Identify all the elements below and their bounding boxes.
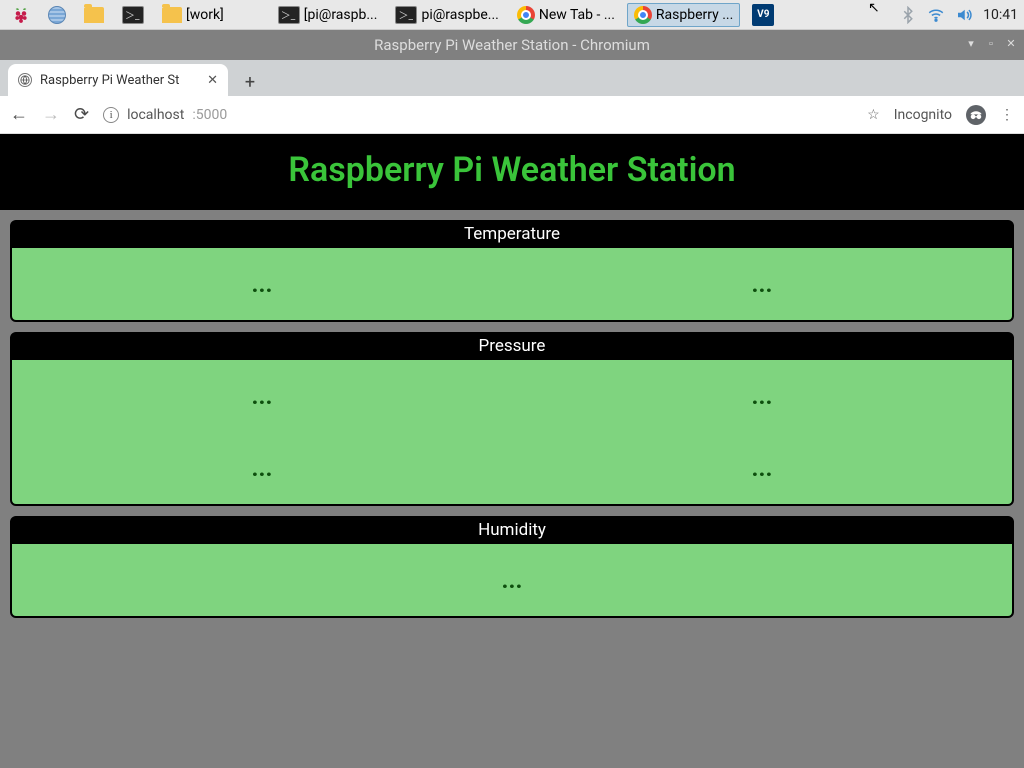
chromium-newtab-button[interactable]: New Tab - ...: [511, 3, 621, 27]
card-body: ......: [12, 248, 1012, 320]
cards-container: Temperature......Pressure............Hum…: [0, 210, 1024, 628]
taskbar-item-label: [work]: [186, 7, 224, 23]
folder-icon: [84, 7, 104, 23]
taskbar-item-label: New Tab - ...: [539, 7, 615, 23]
page-title: Raspberry Pi Weather Station: [0, 150, 1024, 190]
reload-button[interactable]: ⟳: [74, 104, 89, 125]
web-browser-button[interactable]: [42, 3, 72, 27]
incognito-label: Incognito: [894, 107, 952, 123]
vnc-button[interactable]: V9: [746, 3, 780, 27]
vnc-icon: V9: [752, 4, 774, 26]
card-body: ............: [12, 360, 1012, 504]
browser-tab[interactable]: Raspberry Pi Weather St ✕: [8, 64, 228, 96]
clock[interactable]: 10:41: [983, 7, 1018, 23]
taskbar-item-label: Raspberry ...: [656, 7, 733, 23]
card-title: Pressure: [12, 334, 1012, 360]
data-cell: ...: [512, 432, 1012, 504]
folder-icon: [162, 7, 182, 23]
window-maximize-button[interactable]: ▫: [984, 36, 998, 50]
card-title: Temperature: [12, 222, 1012, 248]
card-body: ...: [12, 544, 1012, 616]
term-session-1-button[interactable]: ＞_ [pi@raspb...: [272, 3, 384, 27]
card-temperature: Temperature......: [10, 220, 1014, 322]
terminal-icon: ＞_: [122, 6, 144, 24]
terminal-icon: ＞_: [395, 6, 417, 24]
page-header: Raspberry Pi Weather Station: [0, 134, 1024, 210]
chromium-icon: [634, 6, 652, 24]
cursor-icon: ↖: [868, 0, 880, 16]
forward-button[interactable]: →: [42, 104, 60, 125]
term-session-2-button[interactable]: ＞_ pi@raspbe...: [389, 3, 504, 27]
window-title: Raspberry Pi Weather Station - Chromium: [374, 36, 650, 54]
chromium-icon: [517, 6, 535, 24]
site-info-icon[interactable]: i: [103, 107, 119, 123]
card-title: Humidity: [12, 518, 1012, 544]
back-button[interactable]: ←: [10, 104, 28, 125]
tab-close-button[interactable]: ✕: [207, 73, 218, 88]
toolbar-right: ☆ Incognito ⋮: [867, 105, 1014, 125]
card-row: ......: [12, 248, 1012, 320]
taskbar: ↖ ＞_ [work] ＞_ [pi@raspb... ＞_ pi@raspbe…: [0, 0, 1024, 30]
terminal-icon: ＞_: [278, 6, 300, 24]
card-humidity: Humidity...: [10, 516, 1014, 618]
data-cell: ...: [12, 360, 512, 432]
card-row: ......: [12, 432, 1012, 504]
url-port: :5000: [192, 107, 227, 123]
raspberry-icon: [12, 6, 30, 24]
data-cell: ...: [512, 360, 1012, 432]
tab-title: Raspberry Pi Weather St: [40, 73, 179, 88]
wifi-icon[interactable]: [927, 6, 945, 24]
taskbar-item-label: [pi@raspb...: [304, 7, 378, 23]
chromium-raspberry-button[interactable]: Raspberry ...: [627, 3, 740, 27]
page-viewport: Raspberry Pi Weather Station Temperature…: [0, 134, 1024, 768]
data-cell: ...: [12, 248, 512, 320]
data-cell: ...: [12, 544, 1012, 616]
data-cell: ...: [512, 248, 1012, 320]
file-manager-button[interactable]: [78, 3, 110, 27]
card-row: ......: [12, 360, 1012, 432]
window-titlebar: Raspberry Pi Weather Station - Chromium …: [0, 30, 1024, 60]
taskbar-item-label: pi@raspbe...: [421, 7, 498, 23]
system-tray: 10:41: [899, 6, 1018, 24]
window-close-button[interactable]: ✕: [1004, 36, 1018, 50]
terminal-launcher-button[interactable]: ＞_: [116, 3, 150, 27]
address-bar[interactable]: i localhost :5000: [103, 107, 227, 123]
card-row: ...: [12, 544, 1012, 616]
browser-tabstrip: Raspberry Pi Weather St ✕ +: [0, 60, 1024, 96]
card-pressure: Pressure............: [10, 332, 1014, 506]
globe-favicon-icon: [18, 73, 32, 87]
url-host: localhost: [127, 107, 184, 123]
window-minimize-button[interactable]: ▾: [964, 36, 978, 50]
bookmark-star-icon[interactable]: ☆: [867, 107, 880, 123]
browser-toolbar: ← → ⟳ i localhost :5000 ☆ Incognito ⋮: [0, 96, 1024, 134]
volume-icon[interactable]: [955, 6, 973, 24]
browser-menu-button[interactable]: ⋮: [1000, 107, 1014, 123]
window-controls: ▾ ▫ ✕: [964, 36, 1018, 50]
incognito-icon: [966, 105, 986, 125]
rpi-menu-button[interactable]: [6, 3, 36, 27]
bluetooth-icon[interactable]: [899, 6, 917, 24]
new-tab-button[interactable]: +: [236, 68, 264, 96]
globe-icon: [48, 6, 66, 24]
data-cell: ...: [12, 432, 512, 504]
folder-work-button[interactable]: [work]: [156, 3, 230, 27]
